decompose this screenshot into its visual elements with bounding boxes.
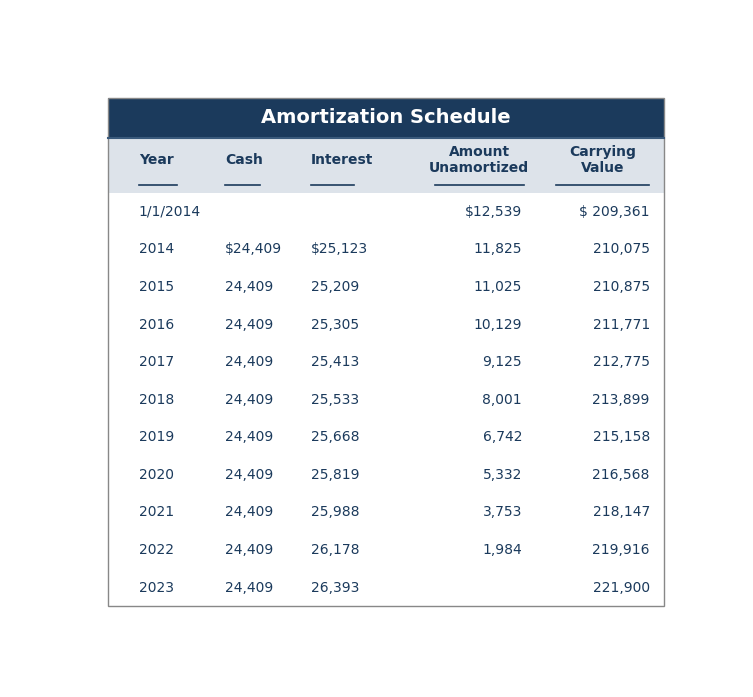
Text: 221,900: 221,900 — [593, 581, 650, 595]
Bar — [108, 569, 663, 606]
Text: 24,409: 24,409 — [224, 318, 273, 332]
Text: 25,988: 25,988 — [311, 505, 359, 519]
Text: Amount
Unamortized: Amount Unamortized — [429, 144, 529, 175]
Text: 24,409: 24,409 — [224, 355, 273, 369]
Text: 218,147: 218,147 — [593, 505, 650, 519]
Text: 210,875: 210,875 — [593, 280, 650, 294]
Text: $ 209,361: $ 209,361 — [579, 205, 650, 219]
Text: 216,568: 216,568 — [593, 468, 650, 482]
Text: 11,025: 11,025 — [474, 280, 522, 294]
Bar — [108, 268, 663, 306]
Text: 215,158: 215,158 — [593, 430, 650, 444]
Bar — [108, 456, 663, 493]
Text: 2016: 2016 — [139, 318, 174, 332]
Text: 24,409: 24,409 — [224, 581, 273, 595]
Text: 25,305: 25,305 — [311, 318, 359, 332]
Text: 213,899: 213,899 — [593, 392, 650, 407]
Text: 2020: 2020 — [139, 468, 174, 482]
Text: 1/1/2014: 1/1/2014 — [139, 205, 201, 219]
Bar — [108, 418, 663, 456]
Text: 211,771: 211,771 — [593, 318, 650, 332]
Text: Amortization Schedule: Amortization Schedule — [261, 108, 511, 127]
Text: 24,409: 24,409 — [224, 543, 273, 557]
Text: $12,539: $12,539 — [465, 205, 522, 219]
Bar — [108, 381, 663, 418]
Text: 2019: 2019 — [139, 430, 174, 444]
Text: 9,125: 9,125 — [483, 355, 522, 369]
Text: 2017: 2017 — [139, 355, 174, 369]
Text: 6,742: 6,742 — [483, 430, 522, 444]
Bar — [108, 193, 663, 231]
Text: 25,668: 25,668 — [311, 430, 359, 444]
Text: Interest: Interest — [311, 153, 373, 167]
Text: 26,178: 26,178 — [311, 543, 359, 557]
Text: $24,409: $24,409 — [224, 243, 282, 256]
Text: 1,984: 1,984 — [483, 543, 522, 557]
Bar — [108, 98, 663, 137]
Text: Cash: Cash — [224, 153, 263, 167]
Text: 3,753: 3,753 — [483, 505, 522, 519]
Bar — [108, 531, 663, 569]
Text: 26,393: 26,393 — [311, 581, 359, 595]
Text: 8,001: 8,001 — [483, 392, 522, 407]
Bar — [108, 137, 663, 193]
Text: 25,819: 25,819 — [311, 468, 359, 482]
Text: 24,409: 24,409 — [224, 280, 273, 294]
Text: $25,123: $25,123 — [311, 243, 368, 256]
Text: 210,075: 210,075 — [593, 243, 650, 256]
Text: 24,409: 24,409 — [224, 468, 273, 482]
Text: 5,332: 5,332 — [483, 468, 522, 482]
Text: 212,775: 212,775 — [593, 355, 650, 369]
Text: 2022: 2022 — [139, 543, 174, 557]
Text: Carrying
Value: Carrying Value — [569, 144, 636, 175]
Bar — [108, 344, 663, 381]
Text: 2015: 2015 — [139, 280, 174, 294]
Text: Year: Year — [139, 153, 173, 167]
Text: 24,409: 24,409 — [224, 392, 273, 407]
Text: 2023: 2023 — [139, 581, 174, 595]
Text: 24,409: 24,409 — [224, 505, 273, 519]
Text: 2014: 2014 — [139, 243, 174, 256]
Bar — [108, 306, 663, 344]
Text: 25,413: 25,413 — [311, 355, 359, 369]
Text: 25,533: 25,533 — [311, 392, 359, 407]
Text: 25,209: 25,209 — [311, 280, 359, 294]
Text: 10,129: 10,129 — [474, 318, 522, 332]
Text: 2021: 2021 — [139, 505, 174, 519]
Bar — [108, 493, 663, 531]
Bar — [108, 231, 663, 268]
Text: 219,916: 219,916 — [593, 543, 650, 557]
Text: 24,409: 24,409 — [224, 430, 273, 444]
Text: 2018: 2018 — [139, 392, 174, 407]
Text: 11,825: 11,825 — [474, 243, 522, 256]
